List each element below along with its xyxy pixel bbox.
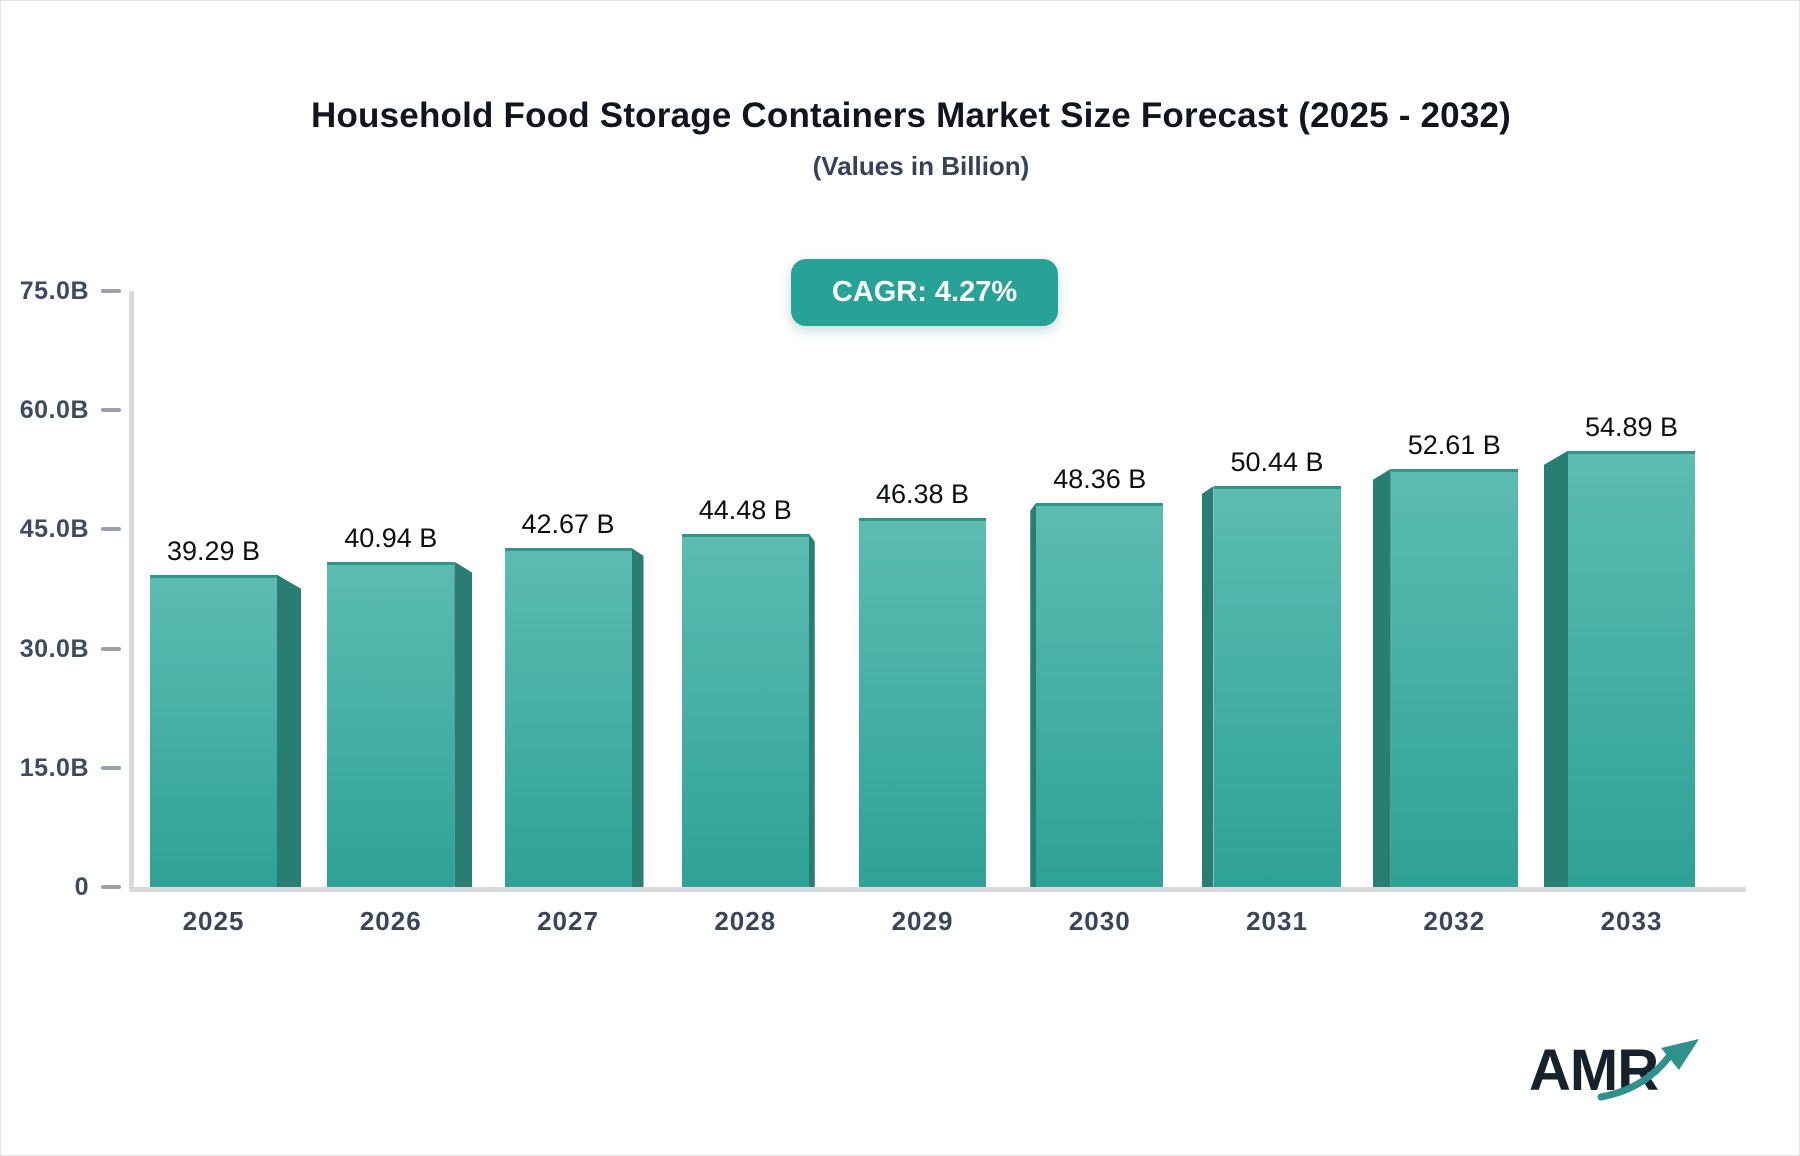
x-axis-label: 2029 — [891, 906, 954, 936]
bar-face[interactable] — [504, 547, 632, 887]
x-axis-label: 2025 — [182, 906, 245, 936]
bar-side — [808, 533, 815, 887]
bar-side — [631, 547, 644, 887]
bar-side — [454, 561, 473, 887]
y-axis-tick — [101, 885, 121, 889]
bar-side — [1201, 486, 1214, 887]
y-axis-label: 30.0B — [19, 634, 89, 663]
bar-value-label: 44.48 B — [698, 494, 792, 525]
bar-value-label: 39.29 B — [166, 535, 261, 566]
amr-logo: AMR — [1529, 1037, 1729, 1121]
y-axis-tick — [101, 646, 121, 651]
x-axis-label: 2026 — [359, 906, 422, 936]
y-axis-tick — [101, 527, 121, 532]
x-axis-label: 2031 — [1246, 906, 1308, 936]
y-axis-label: 15.0B — [19, 753, 89, 782]
y-axis-label: 75.0B — [19, 277, 89, 305]
y-axis-tick — [101, 765, 121, 770]
bar-face[interactable] — [859, 518, 986, 887]
bar-face[interactable] — [1036, 502, 1164, 887]
bar-value-label: 52.61 B — [1407, 429, 1501, 460]
bar-value-label: 46.38 B — [875, 479, 970, 510]
cagr-badge: CAGR: 4.27% — [791, 259, 1058, 326]
bar-face[interactable] — [1390, 468, 1518, 887]
y-axis-tick — [101, 289, 121, 293]
y-axis-label: 0 — [74, 873, 89, 901]
x-axis-label: 2032 — [1423, 906, 1486, 936]
chart-subtitle: (Values in Billion) — [812, 151, 1030, 181]
y-axis-label: 45.0B — [19, 515, 89, 544]
bar-value-label: 50.44 B — [1230, 447, 1324, 478]
x-axis-label: 2030 — [1068, 906, 1131, 936]
bar-face[interactable] — [150, 574, 277, 887]
y-axis-line — [129, 291, 134, 891]
x-axis-label: 2028 — [714, 906, 777, 936]
bar-face[interactable] — [327, 561, 455, 887]
bar-value-label: 40.94 B — [344, 522, 438, 553]
x-axis-label: 2033 — [1600, 906, 1663, 936]
bar-face[interactable] — [681, 533, 809, 887]
x-axis-label: 2027 — [537, 906, 599, 936]
bar-face[interactable] — [1568, 450, 1695, 887]
bar-side — [277, 574, 301, 887]
bar-side — [1544, 450, 1568, 887]
bar-value-label: 48.36 B — [1053, 463, 1147, 494]
chart-title: Household Food Storage Containers Market… — [310, 96, 1512, 135]
bar-value-label: 42.67 B — [521, 508, 615, 539]
bar-side — [1030, 502, 1037, 887]
bar-value-label: 54.89 B — [1584, 411, 1679, 442]
trending-up-arrow-icon — [1597, 1039, 1699, 1101]
amr-logo-text: AMR — [1529, 1038, 1659, 1103]
x-axis-line — [129, 887, 1746, 892]
y-axis-tick — [101, 408, 121, 413]
bar-face[interactable] — [1213, 486, 1341, 887]
y-axis-label: 60.0B — [19, 396, 89, 425]
bar-side — [1372, 468, 1391, 887]
